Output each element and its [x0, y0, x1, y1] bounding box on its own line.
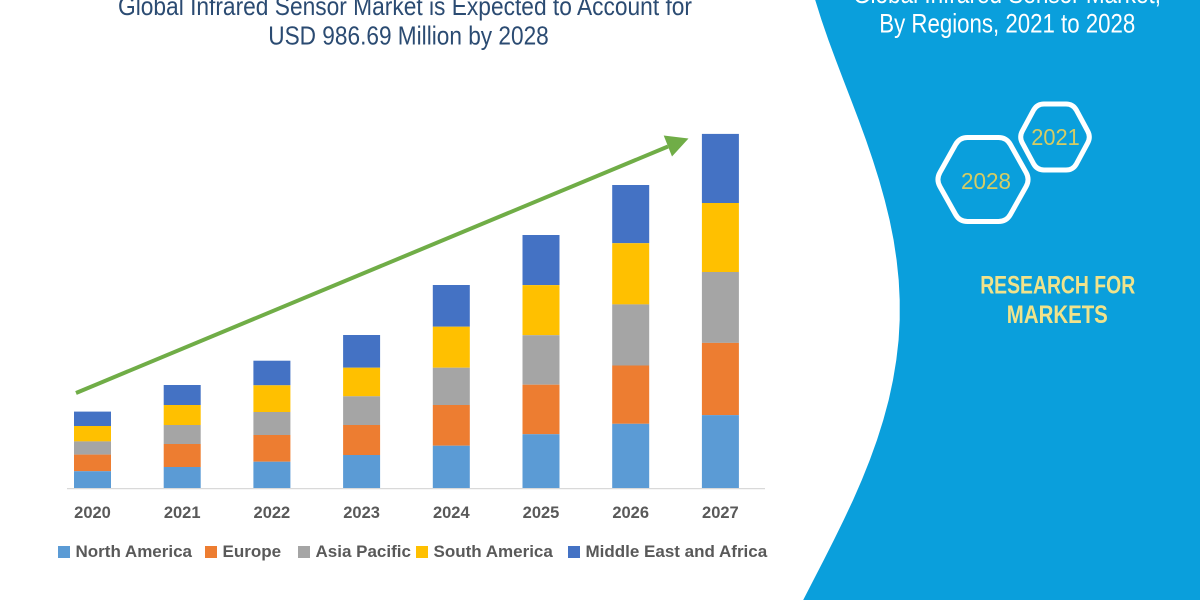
svg-text:2023: 2023: [343, 504, 380, 522]
svg-text:2028: 2028: [961, 168, 1011, 194]
svg-text:MARKETS: MARKETS: [1007, 301, 1108, 329]
svg-text:Asia Pacific: Asia Pacific: [316, 542, 411, 561]
svg-text:2020: 2020: [74, 504, 111, 522]
svg-text:2021: 2021: [164, 504, 201, 522]
svg-text:South America: South America: [434, 542, 554, 561]
svg-text:2024: 2024: [433, 504, 471, 522]
svg-text:2021: 2021: [1031, 124, 1080, 150]
svg-text:2027: 2027: [702, 504, 739, 522]
svg-text:North America: North America: [76, 542, 193, 561]
svg-text:Global Infrared Sensor Market,: Global Infrared Sensor Market,: [853, 0, 1161, 9]
svg-text:Global Infrared Sensor Market: Global Infrared Sensor Market is Expecte…: [118, 0, 692, 21]
svg-text:RESEARCH FOR: RESEARCH FOR: [980, 272, 1135, 300]
svg-text:2025: 2025: [523, 504, 560, 522]
svg-text:2022: 2022: [254, 504, 291, 522]
svg-text:Middle East and Africa: Middle East and Africa: [586, 542, 768, 561]
svg-text:By Regions, 2021 to 2028: By Regions, 2021 to 2028: [879, 9, 1135, 39]
svg-text:USD 986.69 Million by 2028: USD 986.69 Million by 2028: [268, 21, 549, 51]
svg-text:2026: 2026: [612, 504, 649, 522]
svg-text:Europe: Europe: [223, 542, 282, 561]
